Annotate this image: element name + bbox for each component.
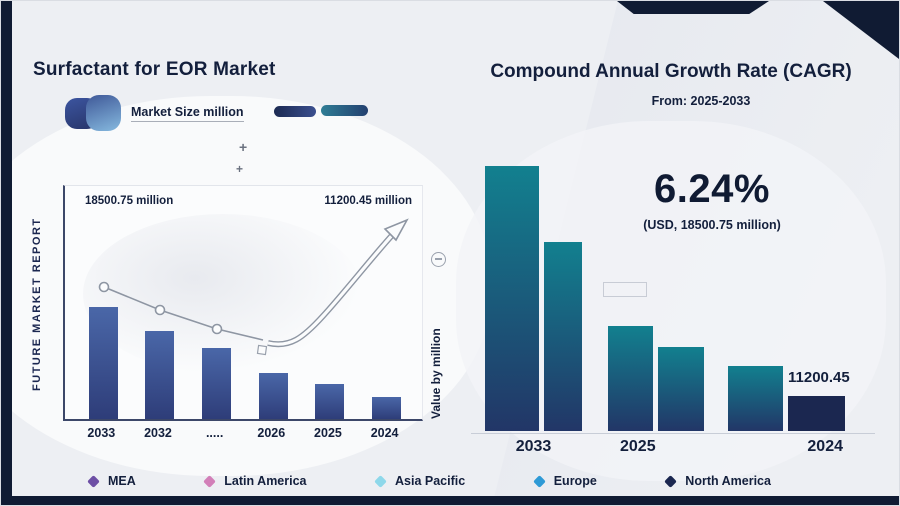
legend-label: Asia Pacific [395, 474, 466, 488]
min-value-label: 11200.45 million [324, 195, 412, 207]
legend-label: MEA [108, 474, 136, 488]
decorative-pill-teal [321, 105, 368, 116]
legend-item: MEA [87, 474, 136, 488]
cagr-value-block: 6.24% (USD, 18500.75 million) [583, 167, 841, 232]
value-axis-label: Value by million [429, 328, 443, 419]
legend-item: Latin America [203, 474, 307, 488]
bar-2033 [88, 307, 118, 419]
bar-..... [202, 348, 232, 419]
cagr-subtitle: From: 2025-2033 [651, 94, 751, 108]
bar-2025-1 [608, 326, 653, 431]
bottom-legend: MEA Latin America Asia Pacific Europe North … [87, 474, 771, 488]
bar-2026 [258, 373, 288, 419]
frame-left-bar [1, 1, 12, 505]
market-size-legend-label: Market Size million [131, 105, 244, 122]
page-title: Surfactant for EOR Market [33, 59, 276, 80]
right-chart-baseline [471, 433, 875, 434]
market-size-chart: 18500.75 million 11200.45 million [63, 185, 423, 421]
bar-column [81, 307, 125, 419]
market-size-icon [65, 95, 121, 131]
bar-group-2025: 2025 [608, 326, 704, 455]
plus-icon: + [239, 139, 248, 155]
max-value-label: 18500.75 million [85, 195, 174, 207]
legend-label: North America [685, 474, 771, 488]
legend-item: Europe [532, 474, 597, 488]
bar-2024 [372, 397, 402, 419]
x-tick-label: 2033 [515, 438, 552, 455]
bar-column [195, 348, 239, 419]
bar-column [308, 384, 352, 419]
top-trapezoid-shape [617, 1, 769, 14]
legend-label: Europe [553, 474, 597, 488]
left-chart-xlabels: 2033 2032..... 2026 2025 2024 [73, 426, 413, 440]
x-tick-label: 2024 [807, 438, 843, 455]
bar-group-2024: 2024 [728, 366, 845, 455]
legend-diamond-icon [664, 474, 678, 488]
bar-group-2033: 2033 [485, 166, 582, 455]
cagr-usd-detail: (USD, 18500.75 million) [643, 218, 781, 232]
x-tick-label: 2032 [144, 426, 172, 440]
bar-2025 [315, 384, 345, 419]
legend-item: North America [664, 474, 771, 488]
minus-circle-icon [431, 252, 446, 267]
decorative-rectangle [603, 282, 647, 297]
x-tick-label: 2033 [87, 426, 116, 440]
x-tick-label: 2025 [314, 426, 342, 440]
bar-2024-1 [728, 366, 783, 431]
value-annotation: 11200.45 [788, 369, 850, 386]
legend-item: Asia Pacific [374, 474, 466, 488]
x-tick-label: 2024 [370, 426, 399, 440]
decorative-pill-dark [274, 106, 316, 117]
frame-bottom-bar [1, 496, 899, 505]
legend-diamond-icon [203, 474, 217, 488]
bar-2025-2 [658, 347, 704, 431]
legend-diamond-icon [374, 474, 387, 488]
legend-diamond-icon [87, 474, 100, 488]
watermark-vertical-text: FUTURE MARKET REPORT [31, 217, 43, 392]
bar-column [365, 397, 409, 419]
left-chart-bars [75, 186, 415, 419]
bar-2033-2 [544, 242, 582, 431]
cagr-percent: 6.24% [654, 167, 770, 211]
cagr-title: Compound Annual Growth Rate (CAGR) [490, 61, 852, 82]
bar-column [138, 331, 182, 419]
bar-2024-2 [788, 396, 845, 431]
x-tick-label: 2025 [620, 438, 656, 455]
legend-diamond-icon [532, 474, 546, 488]
x-tick-label: 2026 [257, 426, 286, 440]
legend-label: Latin America [224, 474, 307, 488]
market-size-legend: Market Size million [65, 95, 244, 131]
bar-column [251, 373, 295, 419]
bar-2032 [145, 331, 175, 419]
x-tick-label: ..... [205, 426, 224, 440]
plus-icon: + [236, 162, 244, 176]
bar-2033-1 [485, 166, 539, 431]
